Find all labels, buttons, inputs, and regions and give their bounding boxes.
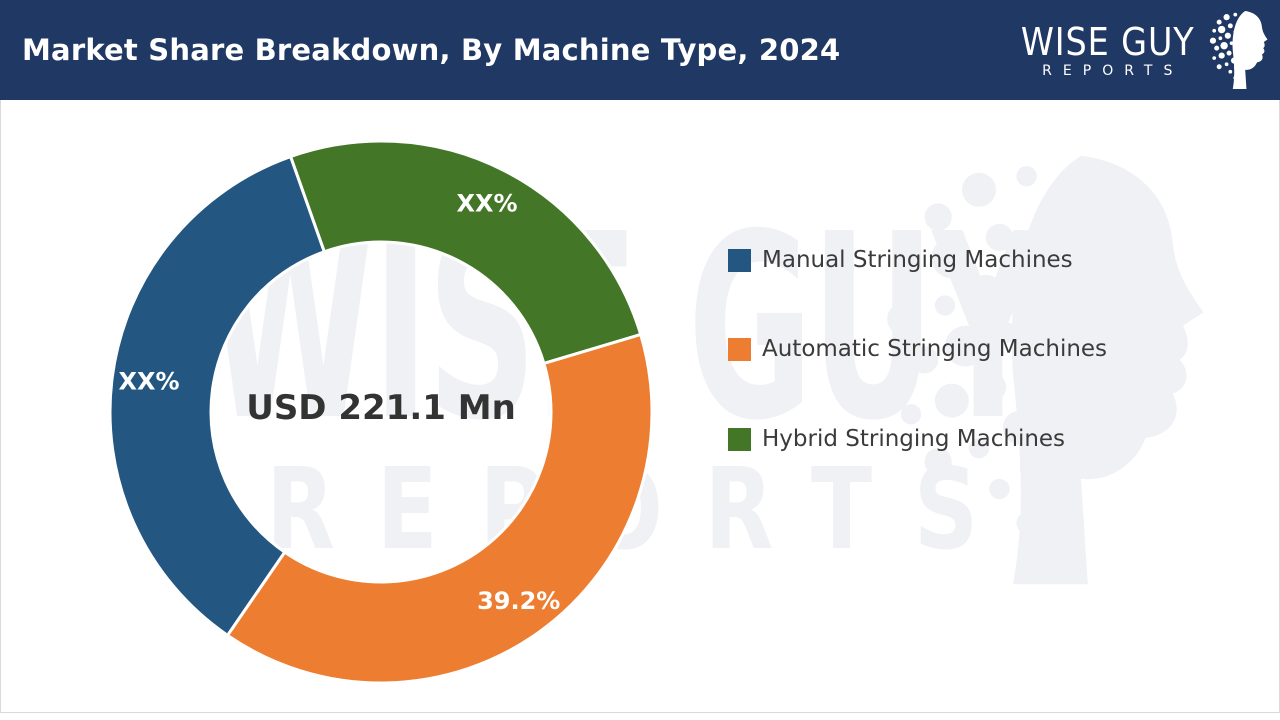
legend-item-manual-stringing-machines: Manual Stringing Machines xyxy=(728,247,1107,273)
legend-item-automatic-stringing-machines: Automatic Stringing Machines xyxy=(728,336,1108,363)
chart-area: WISE GUY REPORTS XX% 39.2% XX% USD 221.1 M… xyxy=(0,100,1280,713)
watermark-head-icon xyxy=(887,155,1204,585)
logo-text: WISE GUY REPORTS xyxy=(1009,23,1206,78)
page-title: Market Share Breakdown, By Machine Type,… xyxy=(22,33,841,67)
slice-label-hybrid-stringing-machines: XX% xyxy=(456,189,517,217)
legend-swatch-blue xyxy=(728,249,751,273)
legend-label: Automatic Stringing Machines xyxy=(762,336,1108,363)
legend-label: Manual Stringing Machines xyxy=(762,247,1073,273)
legend-label: Hybrid Stringing Machines xyxy=(762,425,1066,452)
donut-segment-hybrid-stringing-machines xyxy=(289,139,643,365)
chart-legend: Manual Stringing Machines Automatic Stri… xyxy=(728,247,1108,452)
header-bar: Market Share Breakdown, By Machine Type,… xyxy=(0,0,1280,100)
slice-label-manual-stringing-machines: XX% xyxy=(118,367,179,395)
legend-item-hybrid-stringing-machines: Hybrid Stringing Machines xyxy=(728,425,1107,452)
donut-segment-automatic-stringing-machines xyxy=(226,332,654,685)
legend-swatch-green xyxy=(728,427,751,451)
logo-wordmark: WISE GUY xyxy=(1020,19,1195,64)
donut-segment-manual-stringing-machines xyxy=(108,155,326,637)
donut-center-value: USD 221.1 Mn xyxy=(246,388,516,428)
slice-label-automatic-stringing-machines: 39.2% xyxy=(477,587,560,615)
logo-subtitle: REPORTS xyxy=(1042,62,1184,79)
legend-swatch-orange xyxy=(728,338,751,362)
wise-guy-head-icon xyxy=(1209,10,1268,90)
donut-chart: XX% 39.2% XX% xyxy=(108,139,654,685)
wise-guy-reports-logo: WISE GUY REPORTS xyxy=(1009,0,1270,100)
